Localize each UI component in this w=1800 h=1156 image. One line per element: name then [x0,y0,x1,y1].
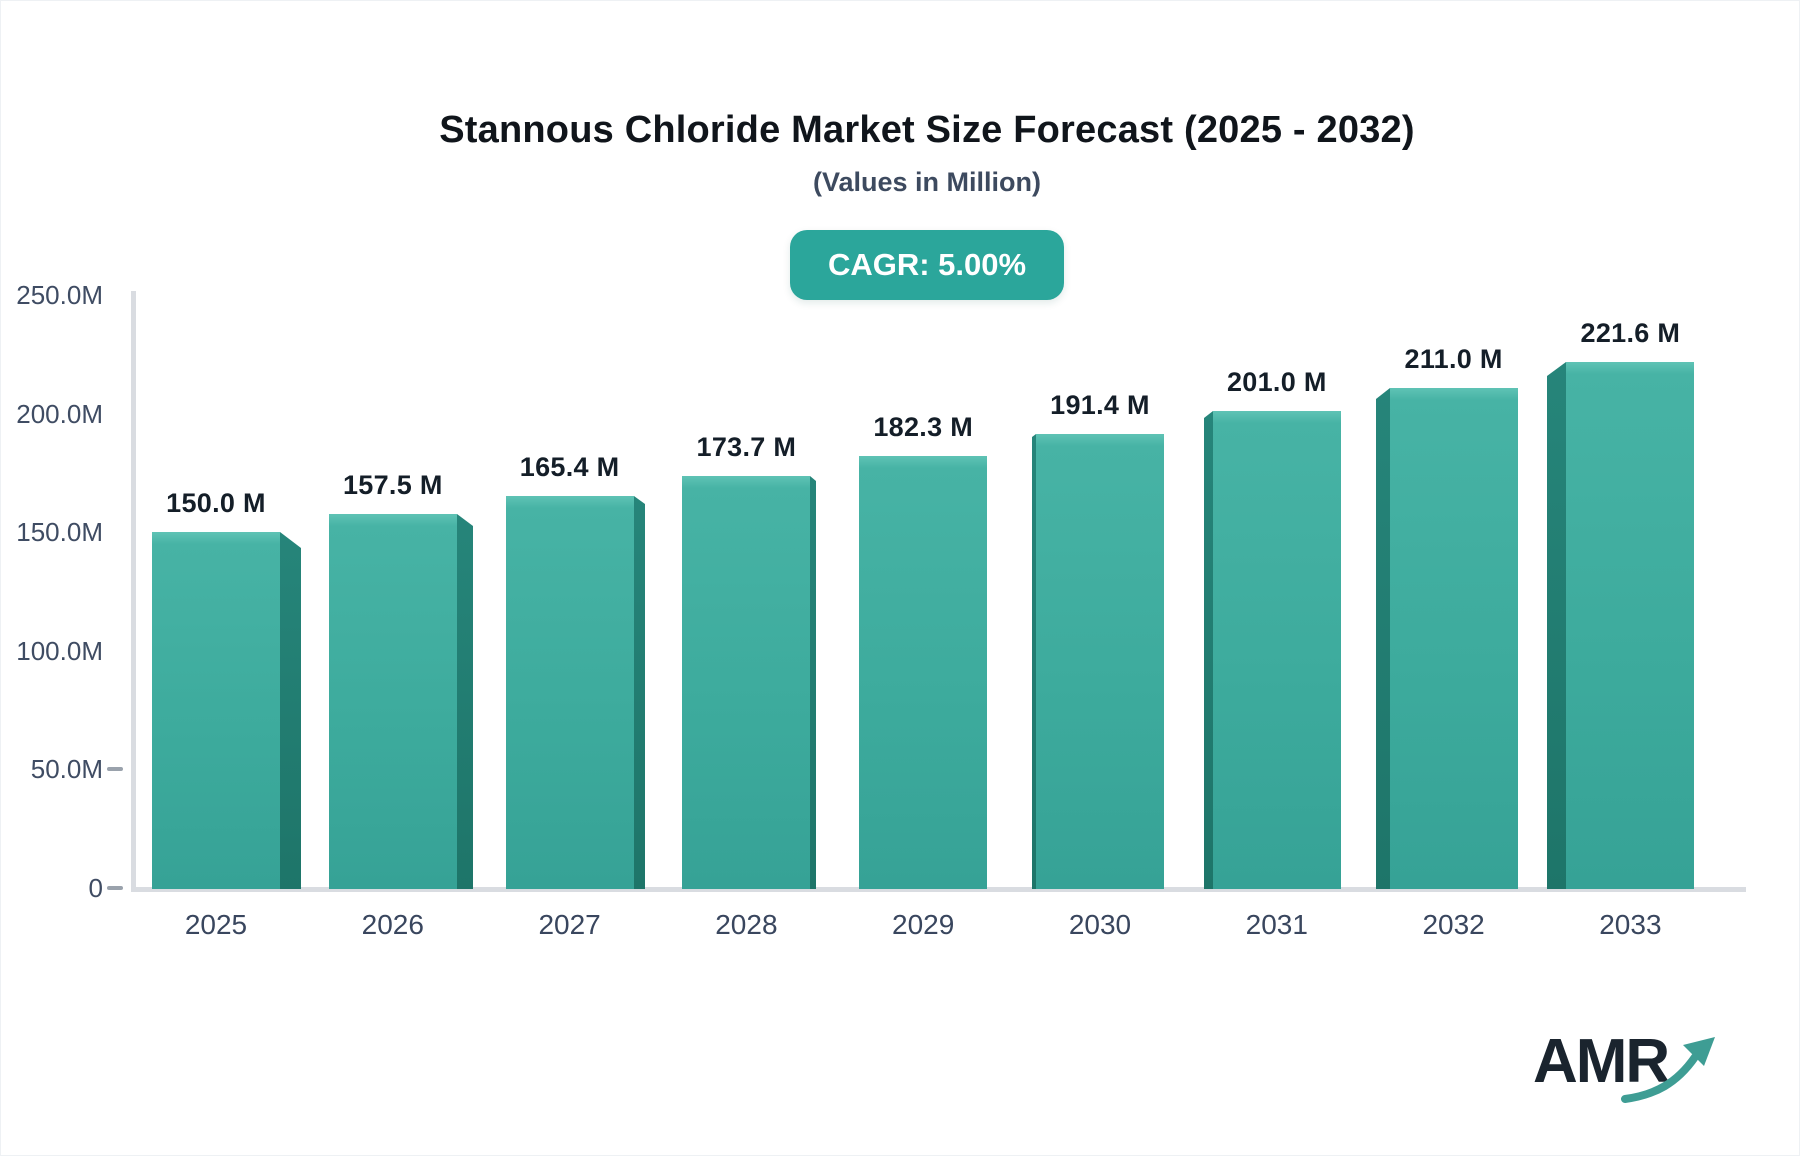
x-tick-label: 2025 [184,909,248,940]
bar-2033 [1566,362,1694,889]
y-tick-mark [107,767,123,772]
bar-2029 [859,456,987,889]
bar-value-label: 191.4 M [1050,390,1150,420]
y-tick-label: 200.0M [16,398,103,429]
amr-logo-text: AMR [1533,1027,1670,1096]
bar-side [1032,434,1036,889]
x-tick-label: 2026 [361,909,424,940]
bar-side [810,476,816,889]
y-tick-label: 0 [88,873,103,903]
x-tick-label: 2031 [1245,909,1308,940]
bar-2031 [1213,411,1341,889]
bar-2030 [1036,434,1164,889]
bar-value-label: 150.0 M [166,488,266,518]
x-tick-label: 2030 [1068,909,1132,940]
bar-2032 [1390,388,1518,889]
bar-value-label: 182.3 M [873,412,974,442]
chart-subtitle: (Values in Million) [812,167,1042,197]
bar-2025 [152,532,280,889]
bar-2026 [329,514,457,889]
bar-side [1547,362,1566,889]
y-tick-label: 250.0M [16,280,103,310]
y-tick-mark [107,886,123,890]
x-tick-label: 2033 [1599,909,1662,940]
x-tick-label: 2028 [715,909,778,940]
bar-side [634,496,645,889]
amr-logo: AMR [1533,1031,1733,1121]
y-tick-label: 150.0M [16,517,103,548]
bar-value-label: 211.0 M [1404,344,1503,374]
chart-title: Stannous Chloride Market Size Forecast (… [439,109,1415,151]
growth-arrow-icon [1621,1037,1715,1103]
bar-value-label: 157.5 M [342,470,443,500]
bar-value-label: 165.4 M [519,452,620,482]
bar-side [1204,411,1213,889]
bar-2027 [506,496,634,889]
x-tick-label: 2032 [1422,909,1485,940]
bar-side [1376,388,1390,889]
x-tick-label: 2029 [892,909,955,940]
bar-side [457,514,473,889]
x-axis-line [131,887,1746,892]
bar-side [280,532,301,889]
y-tick-label: 100.0M [16,635,103,666]
bar-value-label: 173.7 M [696,432,797,462]
bar-value-label: 201.0 M [1226,367,1327,397]
x-tick-label: 2027 [538,909,601,940]
y-tick-label: 50.0M [30,754,103,785]
bar-2028 [682,476,810,889]
chart-header: Stannous Chloride Market Size Forecast (… [53,1,1799,300]
bar-value-label: 221.6 M [1580,318,1681,348]
y-axis-line [131,291,136,892]
cagr-badge: CAGR: 5.00% [789,230,1065,300]
